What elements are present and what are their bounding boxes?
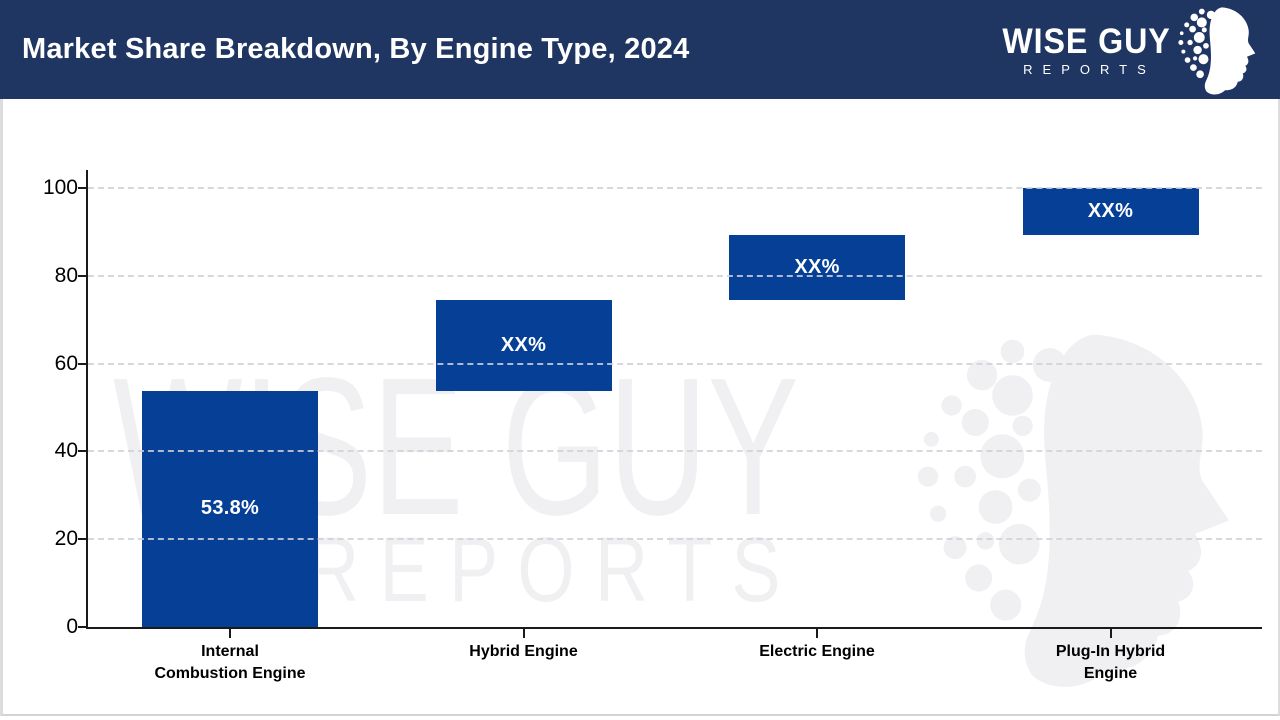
brand-logo: WISE GUY REPORTS — [995, 4, 1258, 96]
page-title: Market Share Breakdown, By Engine Type, … — [22, 33, 690, 65]
brand-head-icon — [1178, 6, 1256, 94]
watermark-head-icon — [917, 334, 1229, 687]
chart-canvas: WISE GUY R E P O R T S — [0, 99, 1280, 716]
brand-subtitle: REPORTS — [1023, 61, 1156, 77]
brand-logo-text: WISE GUY REPORTS — [995, 24, 1178, 76]
header-bar: Market Share Breakdown, By Engine Type, … — [0, 0, 1280, 99]
brand-name: WISE GUY — [1002, 21, 1171, 61]
watermark-subtext: R E P O R T S — [306, 519, 781, 621]
watermark-text: WISE GUY — [113, 337, 800, 556]
